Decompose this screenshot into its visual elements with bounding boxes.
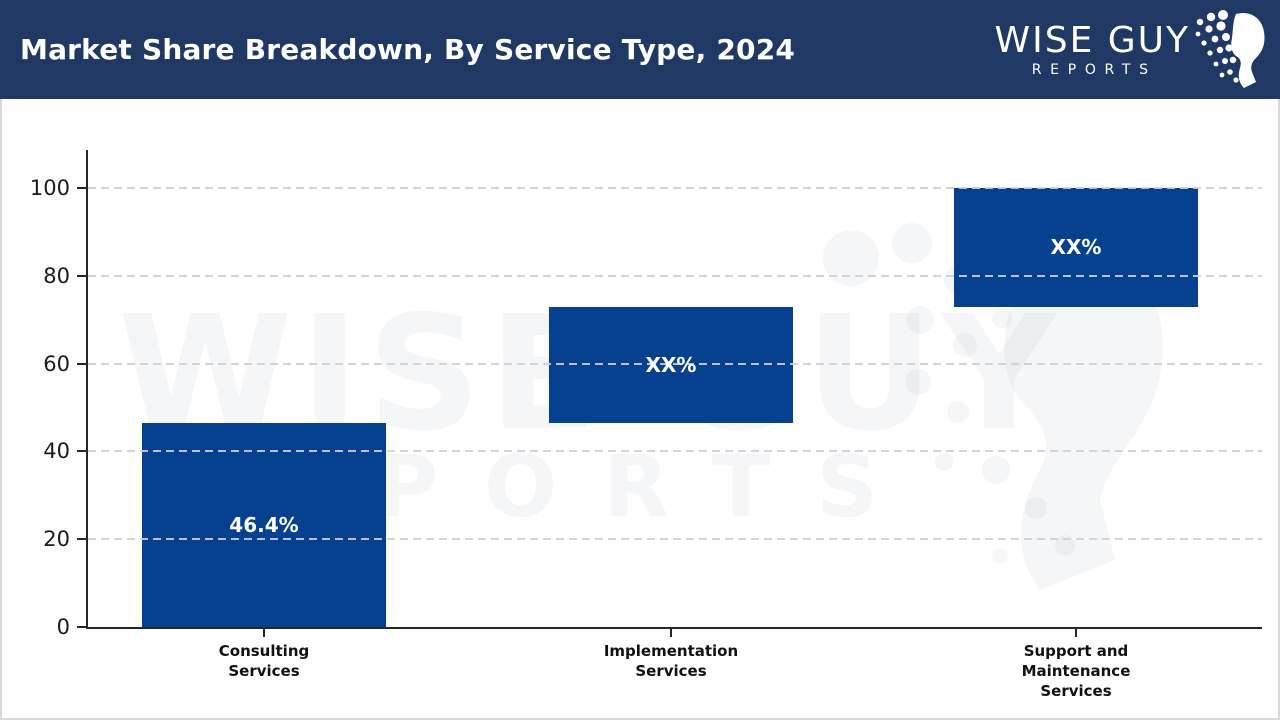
- y-tick-label-60: 60: [43, 351, 70, 376]
- bar-1: [142, 423, 386, 627]
- bar-2: [549, 306, 793, 424]
- bar-3: [954, 188, 1198, 307]
- x-category-label-2: Implementation Services: [603, 642, 739, 680]
- header-bar: Market Share Breakdown, By Service Type,…: [0, 0, 1280, 99]
- y-tick-label-0: 0: [56, 615, 70, 639]
- page-title: Market Share Breakdown, By Service Type,…: [20, 33, 796, 66]
- bar-value-label-1: 46.4%: [229, 513, 299, 538]
- x-category-label-1: Consulting Services: [218, 642, 310, 680]
- y-tick-label-100: 100: [29, 176, 70, 200]
- wiseguy-logo-text: WISE GUY REPORTS: [995, 21, 1191, 79]
- y-tick-label-40: 40: [43, 439, 70, 464]
- logo-subtitle: REPORTS: [1031, 62, 1157, 78]
- logo-wordmark: WISE GUY: [994, 20, 1190, 61]
- wiseguy-head-icon: [1195, 10, 1265, 89]
- bar-value-label-2: XX%: [645, 352, 697, 377]
- bar-value-label-3: XX%: [1050, 235, 1102, 260]
- y-tick-label-20: 20: [43, 527, 70, 552]
- wiseguy-logo: WISE GUY REPORTS: [995, 10, 1267, 90]
- x-category-label-3: Support and Maintenance Services: [1021, 642, 1131, 700]
- y-tick-label-80: 80: [43, 263, 70, 288]
